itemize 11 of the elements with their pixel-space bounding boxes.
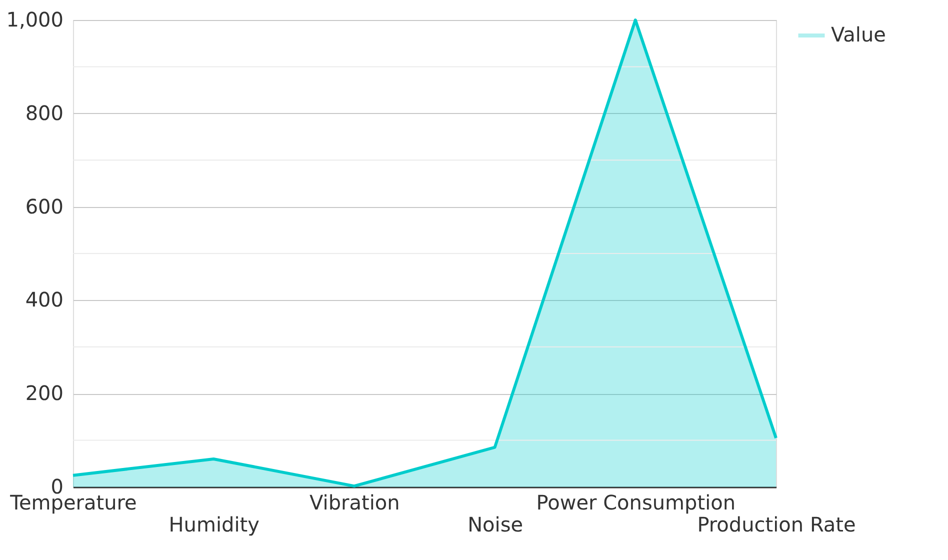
x-tick-label: Vibration (310, 490, 400, 514)
x-tick-label: Humidity (168, 512, 260, 536)
y-tick-label: 800 (25, 100, 64, 125)
y-tick-label: 200 (25, 381, 64, 406)
x-tick-label: Noise (468, 512, 524, 536)
x-tick-label: Power Consumption (536, 490, 736, 514)
y-tick-label: 600 (25, 194, 64, 218)
y-tick-label: 400 (25, 288, 64, 312)
legend-label: Value (831, 22, 886, 46)
y-tick-label: 1,000 (6, 8, 64, 32)
x-tick-label: Production Rate (697, 512, 856, 536)
